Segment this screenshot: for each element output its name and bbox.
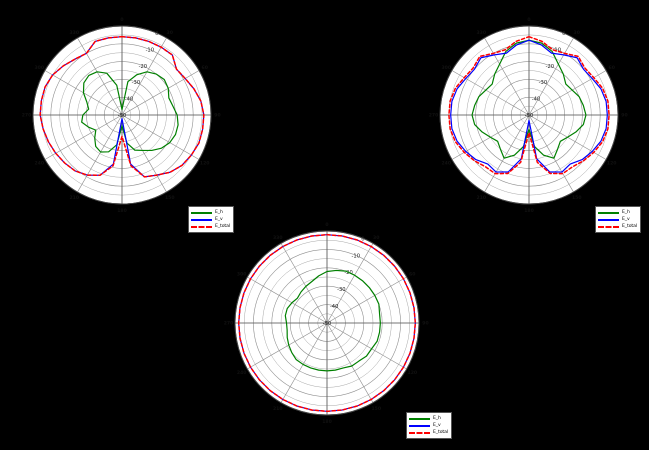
polar-axes-top-right: 0 30 60 90 120 150 180 210 240 270 300 330 0 -10 -20 -3… [429, 15, 629, 215]
polar-plot-top-left: H_V Pure H_pol Incidence Angle Phi=0 deg… [8, 0, 236, 233]
legend-row-e-h: E_h [409, 415, 448, 422]
angular-tick-label: 330 [476, 30, 486, 36]
legend-row-e-total: E_total [409, 429, 448, 436]
legend-row-e-h: E_h [191, 209, 230, 216]
angular-tick-label: 90 [621, 113, 627, 119]
angular-tick-label: 60 [202, 65, 208, 71]
legend-label-e-v: E_v [433, 423, 441, 428]
angular-tick-label: 30 [373, 235, 379, 241]
legend-row-e-v: E_v [409, 422, 448, 429]
angular-tick-label: 90 [214, 113, 220, 119]
angular-tick-label: 0 [325, 222, 328, 228]
angular-tick-label: 150 [165, 195, 175, 201]
legend-row-e-v: E_v [598, 216, 637, 223]
angular-tick-label: 270 [224, 321, 233, 327]
angular-tick-label: 330 [69, 30, 79, 36]
angular-tick-label: 120 [607, 160, 617, 166]
legend-row-e-h: E_h [598, 209, 637, 216]
angular-tick-label: 30 [574, 30, 580, 36]
angular-tick-label: 120 [200, 160, 210, 166]
legend-label-e-h: E_h [433, 416, 441, 421]
angular-tick-label: 270 [22, 113, 31, 119]
angular-tick-label: 300 [237, 271, 247, 277]
series-e-h [284, 269, 381, 372]
radial-tick-label: -40 [330, 304, 338, 310]
radial-tick-label: -50 [525, 113, 533, 119]
radial-tick-label: -30 [132, 80, 140, 86]
legend-row-e-total: E_total [598, 223, 637, 230]
radial-tick-label: -10 [352, 253, 360, 259]
radial-tick-label: -30 [539, 80, 547, 86]
radial-tick-label: -50 [323, 321, 331, 327]
angular-tick-label: 150 [371, 406, 381, 412]
legend-label-e-h: E_h [215, 210, 223, 215]
angular-tick-label: 330 [273, 235, 283, 241]
polar-axes-top-left: 0 30 60 90 120 150 180 210 240 270 300 330 0 -10 -20 -3… [22, 15, 222, 215]
angular-tick-label: 300 [34, 65, 44, 71]
angular-tick-label: 180 [524, 208, 534, 214]
legend-top-left: E_h E_v E_total [188, 206, 235, 233]
angular-tick-label: 210 [273, 406, 283, 412]
legend-label-e-total: E_total [433, 430, 449, 435]
polar-axes-bottom: 0 30 60 90 120 150 180 210 240 270 300 330 0 -10 -20 -3… [224, 220, 430, 426]
angular-tick-label: 0 [120, 17, 123, 23]
legend-row-e-v: E_v [191, 216, 230, 223]
plot-subtitle-top-right: (frequency=2450 MHz) [503, 5, 555, 10]
radial-tick-label: -50 [118, 113, 126, 119]
radial-tick-label: -20 [546, 64, 554, 70]
angular-tick-label: 210 [69, 195, 79, 201]
angular-tick-label: 240 [441, 160, 451, 166]
plot-title-top-right: H_V Pure V_pol Incidence Angle Phi=0 deg… [474, 0, 584, 5]
legend-label-e-total: E_total [622, 224, 638, 229]
radial-tick-label: -40 [532, 97, 540, 103]
angular-tick-label: 60 [609, 65, 615, 71]
polar-plot-bottom: H_V Pure H_pol Incidence Angle Phi=90 de… [210, 204, 453, 450]
legend-label-e-v: E_v [622, 217, 630, 222]
angular-tick-label: 30 [167, 30, 173, 36]
angular-tick-label: 240 [34, 160, 44, 166]
plot-subtitle-top-left: (frequency=2450 MHz) [96, 5, 148, 10]
angular-tick-label: 180 [322, 419, 332, 425]
series-e-total [39, 35, 205, 178]
radial-tick-label: -10 [146, 47, 154, 53]
plot-subtitle-bottom: (frequency=2450 MHz) [300, 209, 352, 214]
angular-tick-label: 270 [429, 113, 438, 119]
legend-bottom: E_h E_v E_total [406, 412, 453, 439]
series-e-h [471, 39, 587, 159]
polar-plot-top-right: H_V Pure V_pol Incidence Angle Phi=0 deg… [415, 0, 643, 233]
radial-tick-label: -20 [344, 270, 352, 276]
angular-tick-label: 60 [409, 271, 415, 277]
series-e-total [237, 233, 417, 413]
angular-tick-label: 180 [117, 208, 127, 214]
plot-title-bottom: H_V Pure H_pol Incidence Angle Phi=90 de… [269, 204, 383, 209]
legend-row-e-total: E_total [191, 223, 230, 230]
angular-tick-label: 0 [527, 17, 530, 23]
radial-tick-label: -30 [337, 287, 345, 293]
legend-label-e-total: E_total [215, 224, 231, 229]
radial-tick-label: 0 [562, 31, 565, 37]
series-e-total [448, 35, 610, 175]
legend-label-e-v: E_v [215, 217, 223, 222]
legend-label-e-h: E_h [622, 210, 630, 215]
legend-top-right: E_h E_v E_total [595, 206, 642, 233]
radial-tick-label: 0 [361, 236, 364, 242]
series-e-h [81, 71, 179, 153]
radial-tick-label: -20 [139, 64, 147, 70]
angular-tick-label: 210 [476, 195, 486, 201]
angular-tick-label: 90 [422, 321, 428, 327]
angular-tick-label: 120 [408, 370, 418, 376]
plot-title-top-left: H_V Pure H_pol Incidence Angle Phi=0 deg… [67, 0, 177, 5]
radial-tick-label: 0 [155, 31, 158, 37]
angular-tick-label: 240 [237, 370, 247, 376]
angular-tick-label: 150 [572, 195, 582, 201]
angular-tick-label: 300 [441, 65, 451, 71]
radial-tick-label: -40 [125, 97, 133, 103]
series-e-v [450, 39, 608, 173]
